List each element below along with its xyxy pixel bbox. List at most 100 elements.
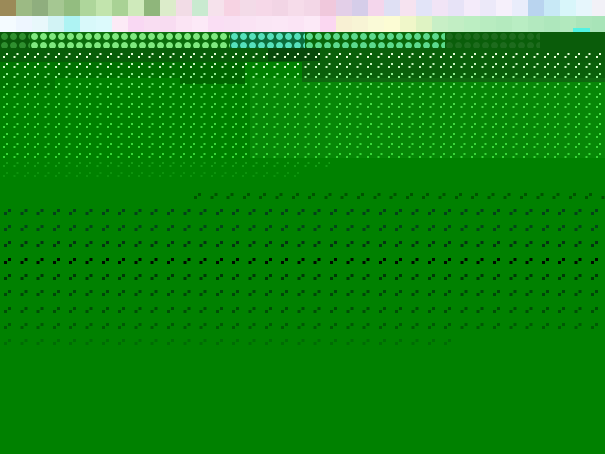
- glitch-tile: [112, 0, 128, 16]
- glitch-tile: [320, 0, 336, 16]
- glitch-tile: [496, 16, 512, 32]
- glitch-tile: [0, 0, 16, 16]
- glitch-tile: [384, 16, 400, 32]
- glitch-tile: [352, 16, 368, 32]
- glitch-tile: [48, 16, 64, 32]
- glitch-tile: [144, 0, 160, 16]
- glitch-tile: [304, 16, 320, 32]
- stipple-row: [0, 241, 605, 248]
- glitch-tile: [176, 0, 192, 16]
- stipple-row: [0, 290, 605, 297]
- glitch-tile: [176, 16, 192, 32]
- glitch-tile: [560, 0, 576, 16]
- stipple-row: [0, 112, 605, 118]
- glitch-tile: [160, 0, 176, 16]
- glitch-macroblock-row-second: [0, 16, 605, 32]
- glitch-tile: [224, 0, 240, 16]
- glitch-tile: [96, 0, 112, 16]
- glitch-tile: [512, 0, 528, 16]
- glitch-tile: [16, 16, 32, 32]
- stipple-row: [0, 172, 300, 178]
- glitch-tile: [320, 16, 336, 32]
- glitch-tile: [384, 0, 400, 16]
- glitch-tile: [256, 0, 272, 16]
- glitch-tile: [16, 0, 32, 16]
- glitch-tile: [592, 0, 605, 16]
- glitch-tile: [288, 16, 304, 32]
- glitch-tile: [416, 16, 432, 32]
- bead-segment: [445, 32, 540, 50]
- glitch-tile: [192, 0, 208, 16]
- glitch-tile: [496, 0, 512, 16]
- stipple-row: [0, 122, 605, 128]
- bead-segment: [30, 32, 230, 50]
- bead-segment: [0, 32, 30, 50]
- glitch-tile: [80, 16, 96, 32]
- glitch-tile: [544, 16, 560, 32]
- glitch-macroblock-row-top: [0, 0, 605, 16]
- glitch-tile: [0, 16, 16, 32]
- bead-segment: [230, 32, 305, 50]
- glitch-tile: [352, 0, 368, 16]
- glitch-tile: [48, 0, 64, 16]
- stipple-row: [0, 339, 460, 346]
- glitch-tile: [432, 16, 448, 32]
- halftone-bead-band: [0, 32, 605, 50]
- stipple-row: [0, 162, 330, 168]
- glitch-tile: [480, 0, 496, 16]
- bead-segment: [305, 32, 445, 50]
- stipple-row: [0, 102, 605, 108]
- glitch-tile: [192, 16, 208, 32]
- stipple-row: [0, 72, 605, 78]
- glitch-tile: [448, 16, 464, 32]
- glitch-tile: [64, 0, 80, 16]
- glitch-tile: [32, 16, 48, 32]
- stipple-row: [0, 322, 605, 329]
- glitch-tile: [560, 16, 576, 32]
- glitch-tile: [528, 16, 544, 32]
- glitch-tile: [288, 0, 304, 16]
- glitch-tile: [480, 16, 496, 32]
- stipple-row: [190, 192, 605, 199]
- glitch-tile: [224, 16, 240, 32]
- glitch-tile: [32, 0, 48, 16]
- glitch-tile: [592, 16, 605, 32]
- glitch-tile: [272, 0, 288, 16]
- glitch-tile: [448, 0, 464, 16]
- stipple-row: [0, 208, 605, 215]
- stipple-row: [0, 62, 605, 68]
- glitch-tile: [416, 0, 432, 16]
- glitch-tile: [160, 16, 176, 32]
- glitch-tile: [528, 0, 544, 16]
- glitch-tile: [256, 16, 272, 32]
- glitch-patch: [573, 28, 590, 32]
- stipple-row: [0, 274, 605, 280]
- glitch-tile: [400, 16, 416, 32]
- stipple-row: [0, 92, 605, 98]
- glitch-tile: [240, 0, 256, 16]
- glitch-tile: [304, 0, 320, 16]
- stipple-row: [0, 306, 605, 313]
- glitch-tile: [336, 0, 352, 16]
- glitch-tile: [512, 16, 528, 32]
- glitch-tile: [544, 0, 560, 16]
- stipple-row: [0, 225, 605, 232]
- glitch-tile: [432, 0, 448, 16]
- stipple-row: [0, 257, 605, 264]
- stipple-row: [0, 82, 605, 88]
- glitch-tile: [368, 0, 384, 16]
- glitch-tile: [80, 0, 96, 16]
- glitch-tile: [240, 16, 256, 32]
- stipple-row: [0, 132, 605, 138]
- glitch-tile: [336, 16, 352, 32]
- glitch-tile: [128, 16, 144, 32]
- glitch-tile: [208, 0, 224, 16]
- glitch-tile: [464, 16, 480, 32]
- stipple-row: [0, 152, 605, 158]
- stipple-row: [0, 53, 605, 58]
- glitch-tile: [368, 16, 384, 32]
- glitch-tile: [128, 0, 144, 16]
- glitch-tile: [400, 0, 416, 16]
- glitch-tile: [96, 16, 112, 32]
